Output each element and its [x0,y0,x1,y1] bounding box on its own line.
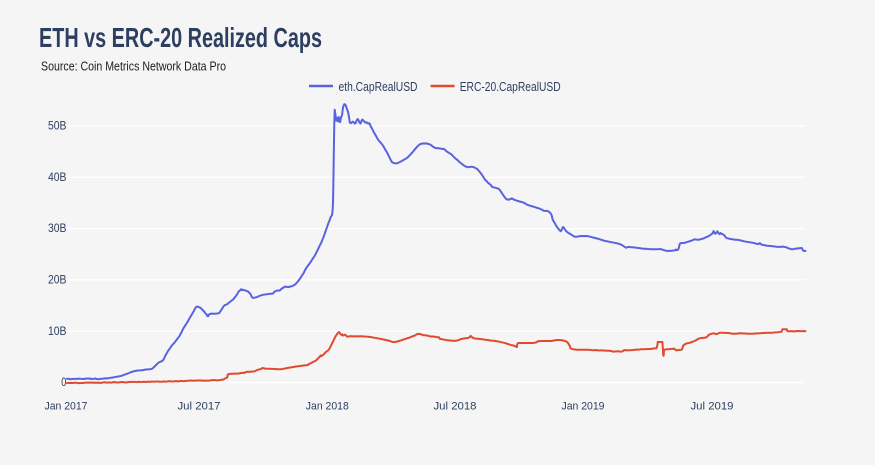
svg-text:ETH vs ERC-20 Realized Caps: ETH vs ERC-20 Realized Caps [39,22,322,53]
svg-text:eth.CapRealUSD: eth.CapRealUSD [339,79,418,94]
svg-text:40B: 40B [48,170,67,184]
svg-text:Jul 2018: Jul 2018 [434,401,477,413]
svg-text:30B: 30B [48,221,67,235]
svg-text:0: 0 [61,375,66,389]
svg-text:ERC-20.CapRealUSD: ERC-20.CapRealUSD [460,79,561,94]
svg-text:Jan 2019: Jan 2019 [562,401,605,413]
svg-text:Jan 2017: Jan 2017 [45,401,88,413]
svg-text:Jan 2018: Jan 2018 [306,401,349,413]
svg-text:Jul 2017: Jul 2017 [178,401,221,413]
svg-text:50B: 50B [48,119,67,133]
svg-text:Jul 2019: Jul 2019 [691,401,734,413]
svg-text:Source: Coin Metrics Network D: Source: Coin Metrics Network Data Pro [41,59,226,74]
svg-text:20B: 20B [48,273,67,287]
svg-text:10B: 10B [48,324,67,338]
